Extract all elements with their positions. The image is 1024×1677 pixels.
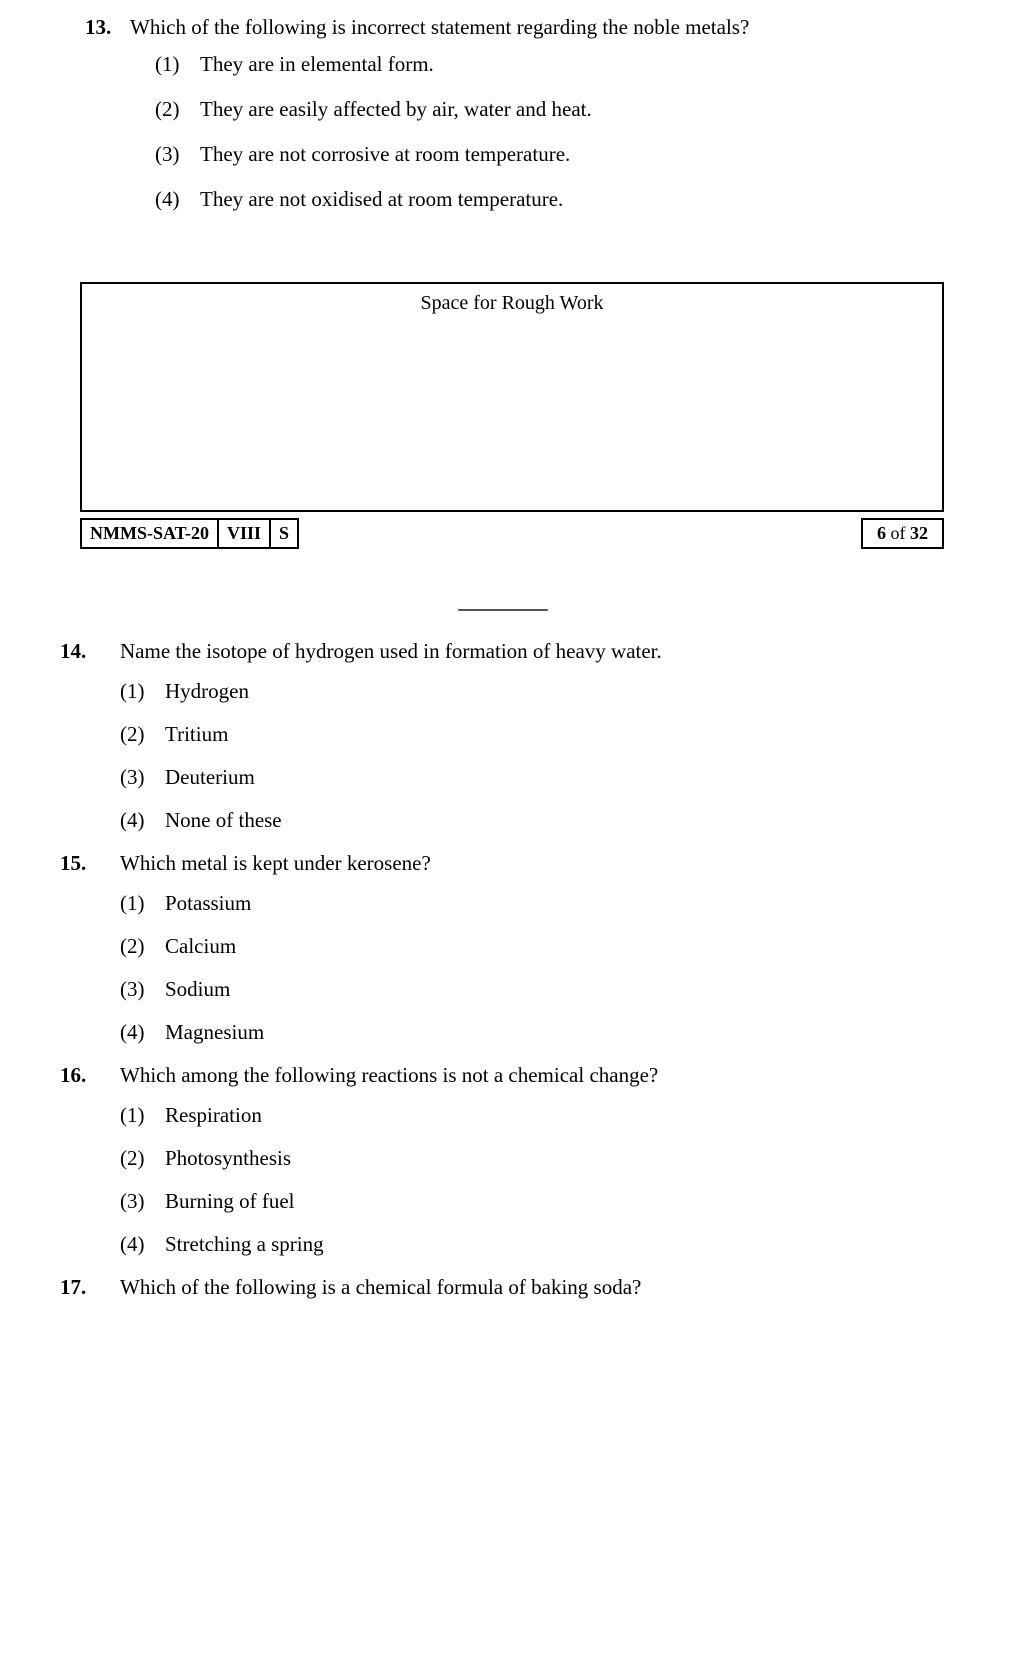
option-number: (1) [120, 1103, 165, 1128]
option-text: Calcium [165, 934, 964, 959]
option-number: (2) [120, 722, 165, 747]
exam-set: S [271, 520, 297, 547]
exam-code: NMMS-SAT-20 [82, 520, 219, 547]
question-text: Which among the following reactions is n… [120, 1063, 964, 1088]
option-text: Magnesium [165, 1020, 964, 1045]
options-q13: (1)They are in elemental form. (2)They a… [155, 52, 964, 212]
option-text: Stretching a spring [165, 1232, 964, 1257]
option-text: Tritium [165, 722, 964, 747]
question-14: 14. Name the isotope of hydrogen used in… [60, 639, 964, 664]
option-text: Sodium [165, 977, 964, 1002]
rough-work-label: Space for Rough Work [421, 292, 604, 314]
option: (3)Burning of fuel [120, 1189, 964, 1214]
section-2: 14. Name the isotope of hydrogen used in… [60, 639, 964, 1300]
option-text: They are not oxidised at room temperatur… [200, 187, 964, 212]
options-q14: (1)Hydrogen (2)Tritium (3)Deuterium (4)N… [120, 679, 964, 833]
option: (1)Potassium [120, 891, 964, 916]
option-number: (2) [120, 934, 165, 959]
option: (4)Stretching a spring [120, 1232, 964, 1257]
question-17: 17. Which of the following is a chemical… [60, 1275, 964, 1300]
options-q16: (1)Respiration (2)Photosynthesis (3)Burn… [120, 1103, 964, 1257]
option: (4)Magnesium [120, 1020, 964, 1045]
question-number: 17. [60, 1275, 120, 1300]
question-number: 13. [60, 15, 130, 40]
page-footer: NMMS-SAT-20 VIII S 6 of 32 [80, 518, 944, 549]
question-16: 16. Which among the following reactions … [60, 1063, 964, 1088]
question-text: Which of the following is incorrect stat… [130, 15, 964, 40]
option-number: (4) [120, 1020, 165, 1045]
page-total: 32 [910, 523, 928, 543]
option-number: (2) [155, 97, 200, 122]
option-number: (3) [155, 142, 200, 167]
option-number: (4) [120, 808, 165, 833]
question-number: 14. [60, 639, 120, 664]
question-text: Which metal is kept under kerosene? [120, 851, 964, 876]
page-number-box: 6 of 32 [861, 518, 944, 549]
option-number: (2) [120, 1146, 165, 1171]
option: (2)They are easily affected by air, wate… [155, 97, 964, 122]
exam-class: VIII [219, 520, 271, 547]
option-text: They are in elemental form. [200, 52, 964, 77]
question-text: Which of the following is a chemical for… [120, 1275, 964, 1300]
question-15: 15. Which metal is kept under kerosene? [60, 851, 964, 876]
option: (2)Tritium [120, 722, 964, 747]
option-text: Burning of fuel [165, 1189, 964, 1214]
option-text: They are not corrosive at room temperatu… [200, 142, 964, 167]
option: (3)Deuterium [120, 765, 964, 790]
option: (3)Sodium [120, 977, 964, 1002]
option-number: (1) [120, 891, 165, 916]
option-text: They are easily affected by air, water a… [200, 97, 964, 122]
option: (2)Photosynthesis [120, 1146, 964, 1171]
option: (1)Hydrogen [120, 679, 964, 704]
option-number: (3) [120, 765, 165, 790]
option: (2)Calcium [120, 934, 964, 959]
exam-page: 13. Which of the following is incorrect … [0, 0, 1024, 1345]
option: (1)Respiration [120, 1103, 964, 1128]
option-number: (4) [120, 1232, 165, 1257]
option: (3)They are not corrosive at room temper… [155, 142, 964, 167]
option-text: Photosynthesis [165, 1146, 964, 1171]
question-number: 16. [60, 1063, 120, 1088]
options-q15: (1)Potassium (2)Calcium (3)Sodium (4)Mag… [120, 891, 964, 1045]
option-number: (4) [155, 187, 200, 212]
option-number: (3) [120, 977, 165, 1002]
question-13: 13. Which of the following is incorrect … [60, 15, 964, 40]
option-text: None of these [165, 808, 964, 833]
option-text: Potassium [165, 891, 964, 916]
page-sep: of [886, 523, 910, 543]
option: (4)None of these [120, 808, 964, 833]
option-text: Respiration [165, 1103, 964, 1128]
exam-id-box: NMMS-SAT-20 VIII S [80, 518, 299, 549]
question-text: Name the isotope of hydrogen used in for… [120, 639, 964, 664]
page-current: 6 [877, 523, 886, 543]
option: (4)They are not oxidised at room tempera… [155, 187, 964, 212]
question-number: 15. [60, 851, 120, 876]
rough-work-box: Space for Rough Work [80, 282, 944, 512]
option-number: (1) [155, 52, 200, 77]
option-number: (3) [120, 1189, 165, 1214]
option: (1)They are in elemental form. [155, 52, 964, 77]
page-divider [60, 549, 964, 639]
option-number: (1) [120, 679, 165, 704]
option-text: Deuterium [165, 765, 964, 790]
option-text: Hydrogen [165, 679, 964, 704]
